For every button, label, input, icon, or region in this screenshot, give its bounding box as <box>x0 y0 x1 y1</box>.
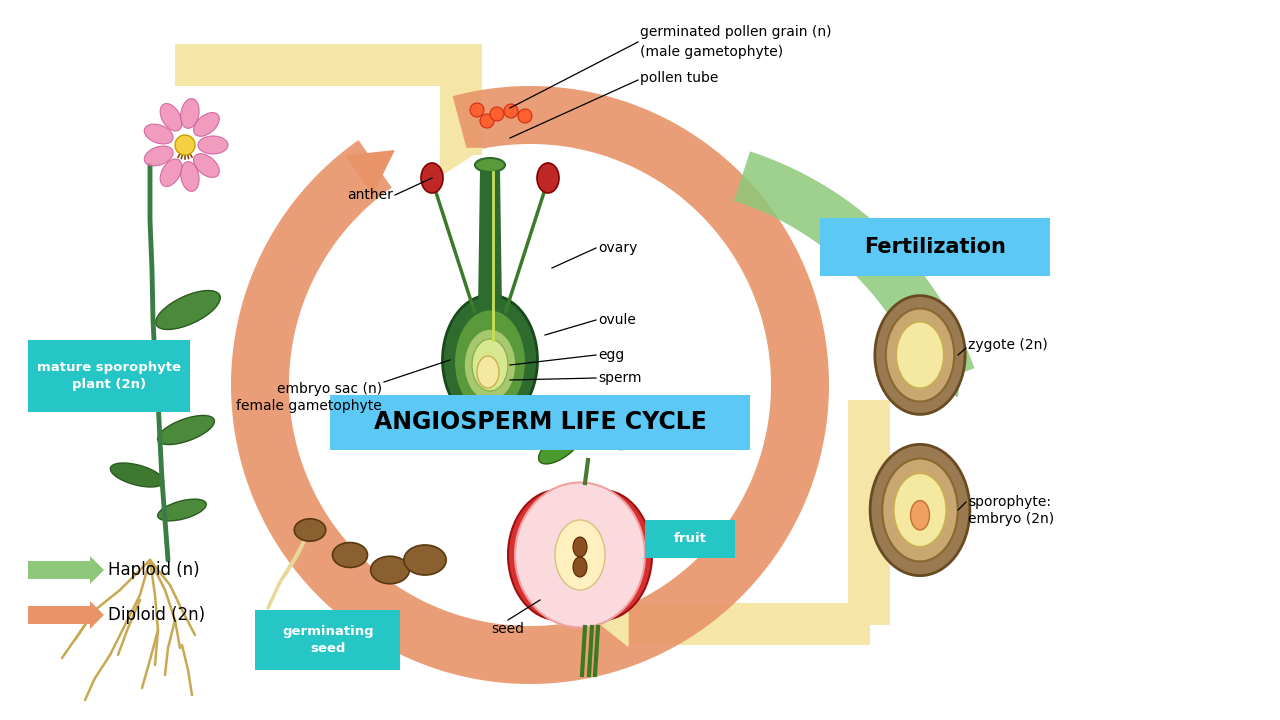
Ellipse shape <box>539 430 581 464</box>
Ellipse shape <box>294 519 325 541</box>
Ellipse shape <box>477 356 499 388</box>
Text: Diploid (2n): Diploid (2n) <box>108 606 205 624</box>
FancyBboxPatch shape <box>820 218 1050 276</box>
FancyArrow shape <box>28 601 104 629</box>
Ellipse shape <box>145 124 173 144</box>
Ellipse shape <box>110 463 164 487</box>
Ellipse shape <box>893 473 946 546</box>
Ellipse shape <box>193 112 219 136</box>
Text: ovule: ovule <box>598 313 636 327</box>
Text: fruit: fruit <box>673 533 707 546</box>
Text: pollen tube: pollen tube <box>640 71 718 85</box>
Polygon shape <box>849 400 890 625</box>
Text: zygote (2n): zygote (2n) <box>968 338 1048 352</box>
Polygon shape <box>618 603 870 645</box>
Polygon shape <box>925 354 964 396</box>
Text: germinating
seed: germinating seed <box>282 625 374 655</box>
Circle shape <box>504 104 518 118</box>
Ellipse shape <box>573 537 588 557</box>
Ellipse shape <box>538 163 559 193</box>
Text: Fertilization: Fertilization <box>864 237 1006 257</box>
Polygon shape <box>598 598 628 646</box>
Ellipse shape <box>157 415 215 444</box>
Polygon shape <box>175 44 462 86</box>
Text: seed: seed <box>492 622 525 636</box>
Text: germinated pollen grain (n): germinated pollen grain (n) <box>640 25 832 39</box>
Ellipse shape <box>886 308 954 402</box>
Text: ANGIOSPERM LIFE CYCLE: ANGIOSPERM LIFE CYCLE <box>374 410 707 434</box>
Ellipse shape <box>910 500 929 530</box>
Ellipse shape <box>160 104 182 131</box>
Ellipse shape <box>882 459 957 562</box>
Ellipse shape <box>896 322 943 388</box>
Circle shape <box>490 107 504 121</box>
Text: anther: anther <box>347 188 393 202</box>
Ellipse shape <box>508 490 608 620</box>
Ellipse shape <box>145 146 173 166</box>
Ellipse shape <box>180 162 200 192</box>
Ellipse shape <box>333 543 367 567</box>
Ellipse shape <box>371 557 410 584</box>
Text: (male gametophyte): (male gametophyte) <box>640 45 783 59</box>
Ellipse shape <box>552 490 652 620</box>
FancyArrow shape <box>28 556 104 584</box>
Polygon shape <box>440 148 483 175</box>
Polygon shape <box>347 150 394 194</box>
Text: ovary: ovary <box>598 241 637 255</box>
FancyBboxPatch shape <box>330 395 750 450</box>
Circle shape <box>175 135 195 155</box>
FancyBboxPatch shape <box>255 610 399 670</box>
Ellipse shape <box>443 295 538 425</box>
FancyBboxPatch shape <box>645 520 735 558</box>
Polygon shape <box>733 151 974 386</box>
Ellipse shape <box>104 354 166 386</box>
Ellipse shape <box>465 329 516 401</box>
Text: sperm: sperm <box>598 371 641 385</box>
Text: embryo sac (n)
female gametophyte: embryo sac (n) female gametophyte <box>237 382 381 413</box>
Text: sporophyte:
embryo (2n): sporophyte: embryo (2n) <box>968 495 1055 526</box>
Ellipse shape <box>404 545 447 575</box>
Ellipse shape <box>454 310 526 415</box>
Polygon shape <box>440 44 483 155</box>
Ellipse shape <box>475 158 506 172</box>
Ellipse shape <box>198 136 228 154</box>
Ellipse shape <box>874 296 965 415</box>
Ellipse shape <box>515 482 645 628</box>
Ellipse shape <box>160 159 182 186</box>
Ellipse shape <box>157 499 206 521</box>
Polygon shape <box>477 170 502 310</box>
Text: egg: egg <box>598 348 625 362</box>
Text: mature sporophyte
plant (2n): mature sporophyte plant (2n) <box>37 361 180 391</box>
FancyBboxPatch shape <box>28 340 189 412</box>
Circle shape <box>518 109 532 123</box>
Circle shape <box>470 103 484 117</box>
Ellipse shape <box>472 339 508 391</box>
Circle shape <box>480 114 494 128</box>
Ellipse shape <box>556 520 605 590</box>
Ellipse shape <box>585 420 631 449</box>
Ellipse shape <box>193 153 219 177</box>
Ellipse shape <box>421 163 443 193</box>
Ellipse shape <box>870 444 970 575</box>
Ellipse shape <box>573 557 588 577</box>
Ellipse shape <box>156 290 220 330</box>
Ellipse shape <box>180 99 200 128</box>
Text: Haploid (n): Haploid (n) <box>108 561 200 579</box>
Polygon shape <box>230 86 829 684</box>
